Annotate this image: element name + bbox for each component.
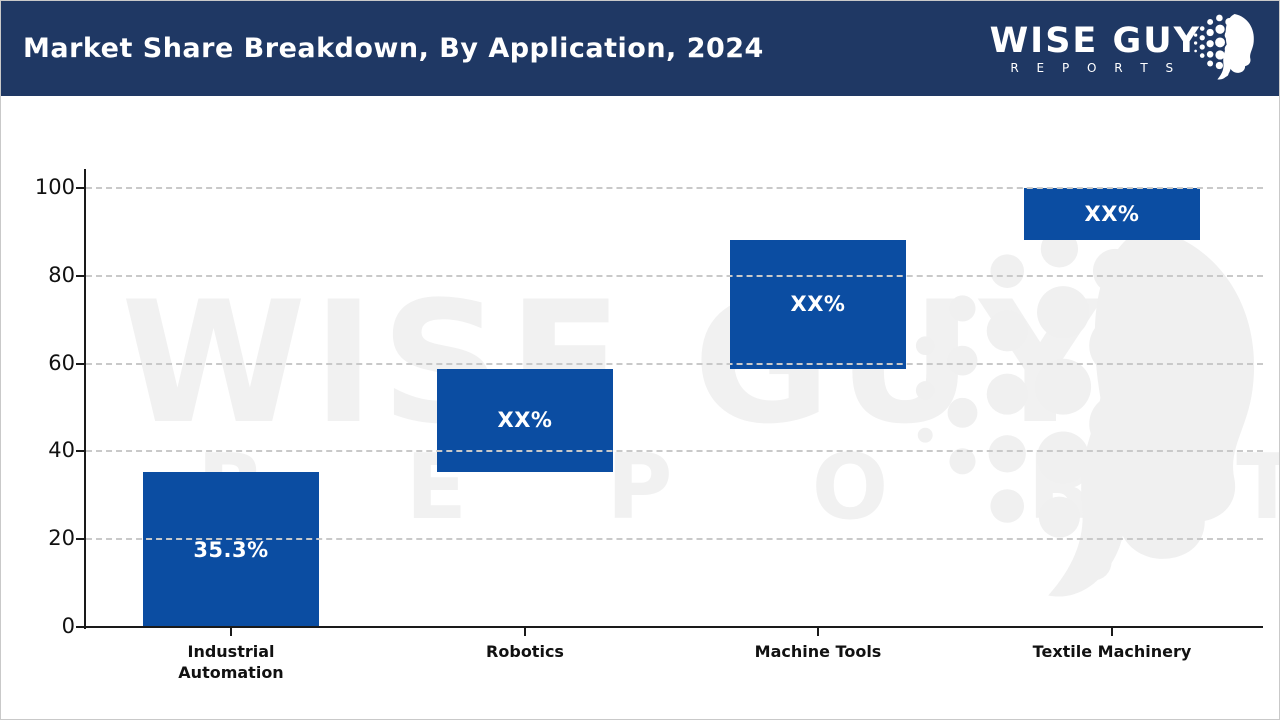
x-tick-label-textile-machinery: Textile Machinery [1032, 642, 1192, 661]
x-tick-mark-textile-machinery [1111, 628, 1113, 636]
y-tick-mark-60 [76, 362, 84, 365]
y-axis-line [84, 169, 86, 629]
watermark-head-icon [893, 219, 1278, 629]
gridline-20 [86, 538, 1263, 541]
y-tick-label-20: 20 [48, 526, 75, 551]
gridline-40 [86, 450, 1263, 453]
y-tick-label-40: 40 [48, 438, 75, 463]
bar-value-label-industrial-automation: 35.3% [193, 537, 269, 562]
bar-machine-tools: XX% [730, 239, 906, 369]
x-tick-mark-industrial-automation [230, 628, 232, 636]
page-title: Market Share Breakdown, By Application, … [23, 33, 764, 64]
y-tick-label-100: 100 [34, 175, 75, 199]
bar-robotics: XX% [437, 368, 613, 473]
y-tick-label-80: 80 [48, 262, 75, 287]
y-tick-mark-20 [76, 538, 84, 541]
header-bar: Market Share Breakdown, By Application, … [1, 1, 1279, 96]
y-tick-mark-0 [76, 626, 84, 628]
logo-wordmark: WISE GUY [989, 20, 1201, 61]
x-tick-mark-robotics [524, 628, 526, 636]
y-tick-mark-80 [76, 274, 84, 277]
y-tick-label-0: 0 [61, 614, 75, 638]
x-tick-label-robotics: Robotics [486, 642, 564, 661]
x-tick-label-machine-tools: Machine Tools [754, 642, 882, 661]
logo-subtitle: R E P O R T S [1010, 60, 1181, 75]
x-tick-mark-machine-tools [817, 628, 819, 636]
bar-value-label-machine-tools: XX% [790, 292, 846, 317]
x-tick-label-industrial-automation: Industrial Automation [178, 642, 284, 682]
y-tick-mark-40 [76, 450, 84, 453]
head-logo-icon [1191, 9, 1257, 89]
gridline-100 [86, 187, 1263, 189]
wise-guy-logo: WISE GUY R E P O R T S [990, 9, 1257, 89]
y-tick-mark-100 [76, 187, 84, 189]
logo-text: WISE GUY R E P O R T S [989, 20, 1201, 75]
bar-textile-machinery: XX% [1024, 188, 1200, 240]
x-axis-line [84, 626, 1263, 628]
bar-industrial-automation: 35.3% [143, 472, 319, 627]
y-tick-label-60: 60 [48, 350, 75, 375]
gridline-60 [86, 362, 1263, 365]
bar-value-label-textile-machinery: XX% [1084, 201, 1140, 226]
bar-value-label-robotics: XX% [497, 408, 553, 433]
gridline-80 [86, 274, 1263, 277]
